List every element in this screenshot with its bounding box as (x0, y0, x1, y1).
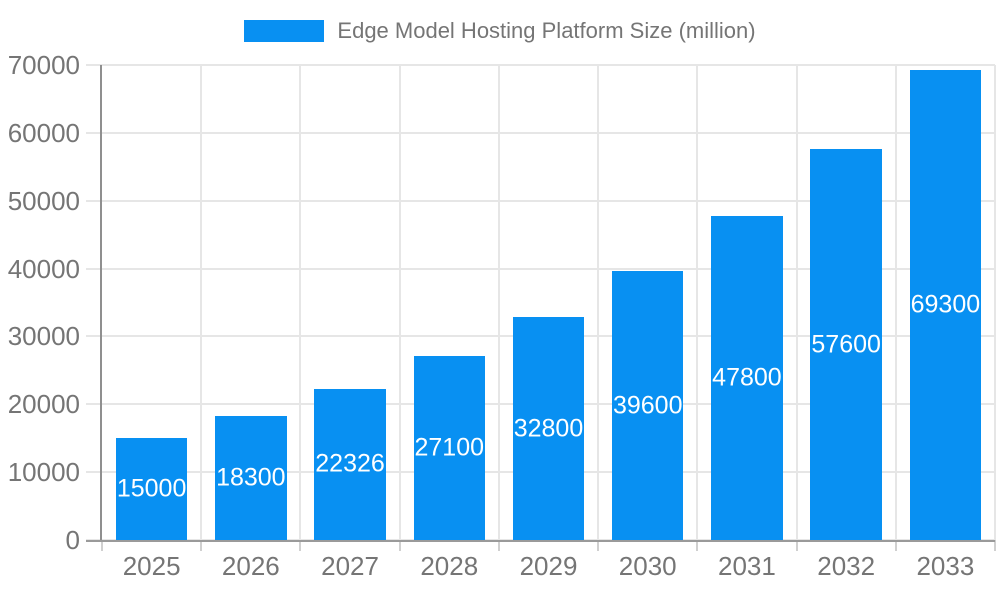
y-gridline (86, 131, 995, 134)
x-axis-line (86, 540, 995, 542)
x-axis-tick-mark (894, 540, 897, 551)
y-axis-tick-label: 40000 (7, 253, 80, 284)
bar-value-label: 47800 (712, 363, 782, 392)
bar-value-label: 18300 (216, 463, 286, 492)
bar-value-label: 27100 (414, 433, 485, 462)
x-axis-tick-mark (299, 540, 302, 551)
x-axis-tick-label: 2032 (817, 551, 876, 581)
x-axis-tick-label: 2028 (420, 551, 479, 581)
x-axis-tick-mark (597, 540, 600, 551)
x-gridline (894, 65, 897, 540)
legend: Edge Model Hosting Platform Size (millio… (0, 14, 1000, 48)
x-gridline (200, 65, 203, 540)
bar-value-label: 39600 (612, 391, 683, 420)
y-gridline (86, 267, 995, 270)
x-gridline (497, 65, 500, 540)
y-axis-tick-label: 70000 (7, 50, 80, 80)
bar-value-label: 22326 (315, 449, 385, 478)
legend-item[interactable]: Edge Model Hosting Platform Size (millio… (244, 18, 756, 44)
y-gridline (86, 64, 995, 66)
y-axis-tick-label: 20000 (7, 389, 80, 420)
x-gridline (299, 65, 302, 540)
bar-2028[interactable]: 27100 (413, 356, 485, 540)
x-axis-tick-label: 2029 (519, 551, 578, 581)
bar-2026[interactable]: 18300 (215, 415, 287, 540)
x-gridline (398, 65, 401, 540)
x-axis-tick-mark (497, 540, 500, 551)
bar-2025[interactable]: 15000 (115, 438, 188, 540)
bar-value-label: 69300 (910, 290, 981, 319)
x-axis-tick-mark (696, 540, 699, 551)
y-axis-line (100, 65, 102, 542)
x-gridline (597, 65, 600, 540)
x-axis-tick-mark (398, 540, 401, 551)
x-axis-tick-label: 2030 (618, 551, 677, 581)
bar-2031[interactable]: 47800 (711, 215, 783, 540)
bar-value-label: 32800 (513, 414, 584, 443)
bar-2030[interactable]: 39600 (612, 271, 684, 540)
x-axis-tick-label: 2026 (221, 551, 280, 581)
bar-2027[interactable]: 22326 (314, 388, 386, 540)
bar-2033[interactable]: 69300 (909, 69, 982, 540)
bar-2029[interactable]: 32800 (512, 317, 585, 540)
x-gridline (696, 65, 699, 540)
y-axis-tick-label: 10000 (7, 457, 80, 488)
x-axis-tick-mark (795, 540, 798, 551)
x-axis-tick-mark (200, 540, 203, 551)
x-axis-tick-label: 2033 (916, 551, 975, 581)
x-gridline (795, 65, 798, 540)
legend-swatch (244, 20, 325, 42)
y-axis-tick-label: 60000 (7, 117, 80, 148)
x-axis-tick-mark (101, 540, 103, 551)
x-axis-tick-label: 2031 (718, 551, 776, 581)
x-gridline (994, 65, 996, 540)
y-axis-tick-label: 0 (65, 525, 80, 555)
bar-value-label: 15000 (116, 474, 187, 503)
x-axis-tick-mark (994, 540, 996, 551)
y-gridline (86, 199, 995, 202)
bar-2032[interactable]: 57600 (810, 149, 882, 540)
legend-label: Edge Model Hosting Platform Size (millio… (337, 18, 756, 43)
bar-value-label: 57600 (811, 330, 881, 359)
y-axis-tick-label: 50000 (7, 185, 80, 216)
x-axis-tick-label: 2025 (122, 551, 181, 581)
x-axis-tick-label: 2027 (321, 551, 379, 581)
y-axis-tick-label: 30000 (7, 321, 80, 352)
